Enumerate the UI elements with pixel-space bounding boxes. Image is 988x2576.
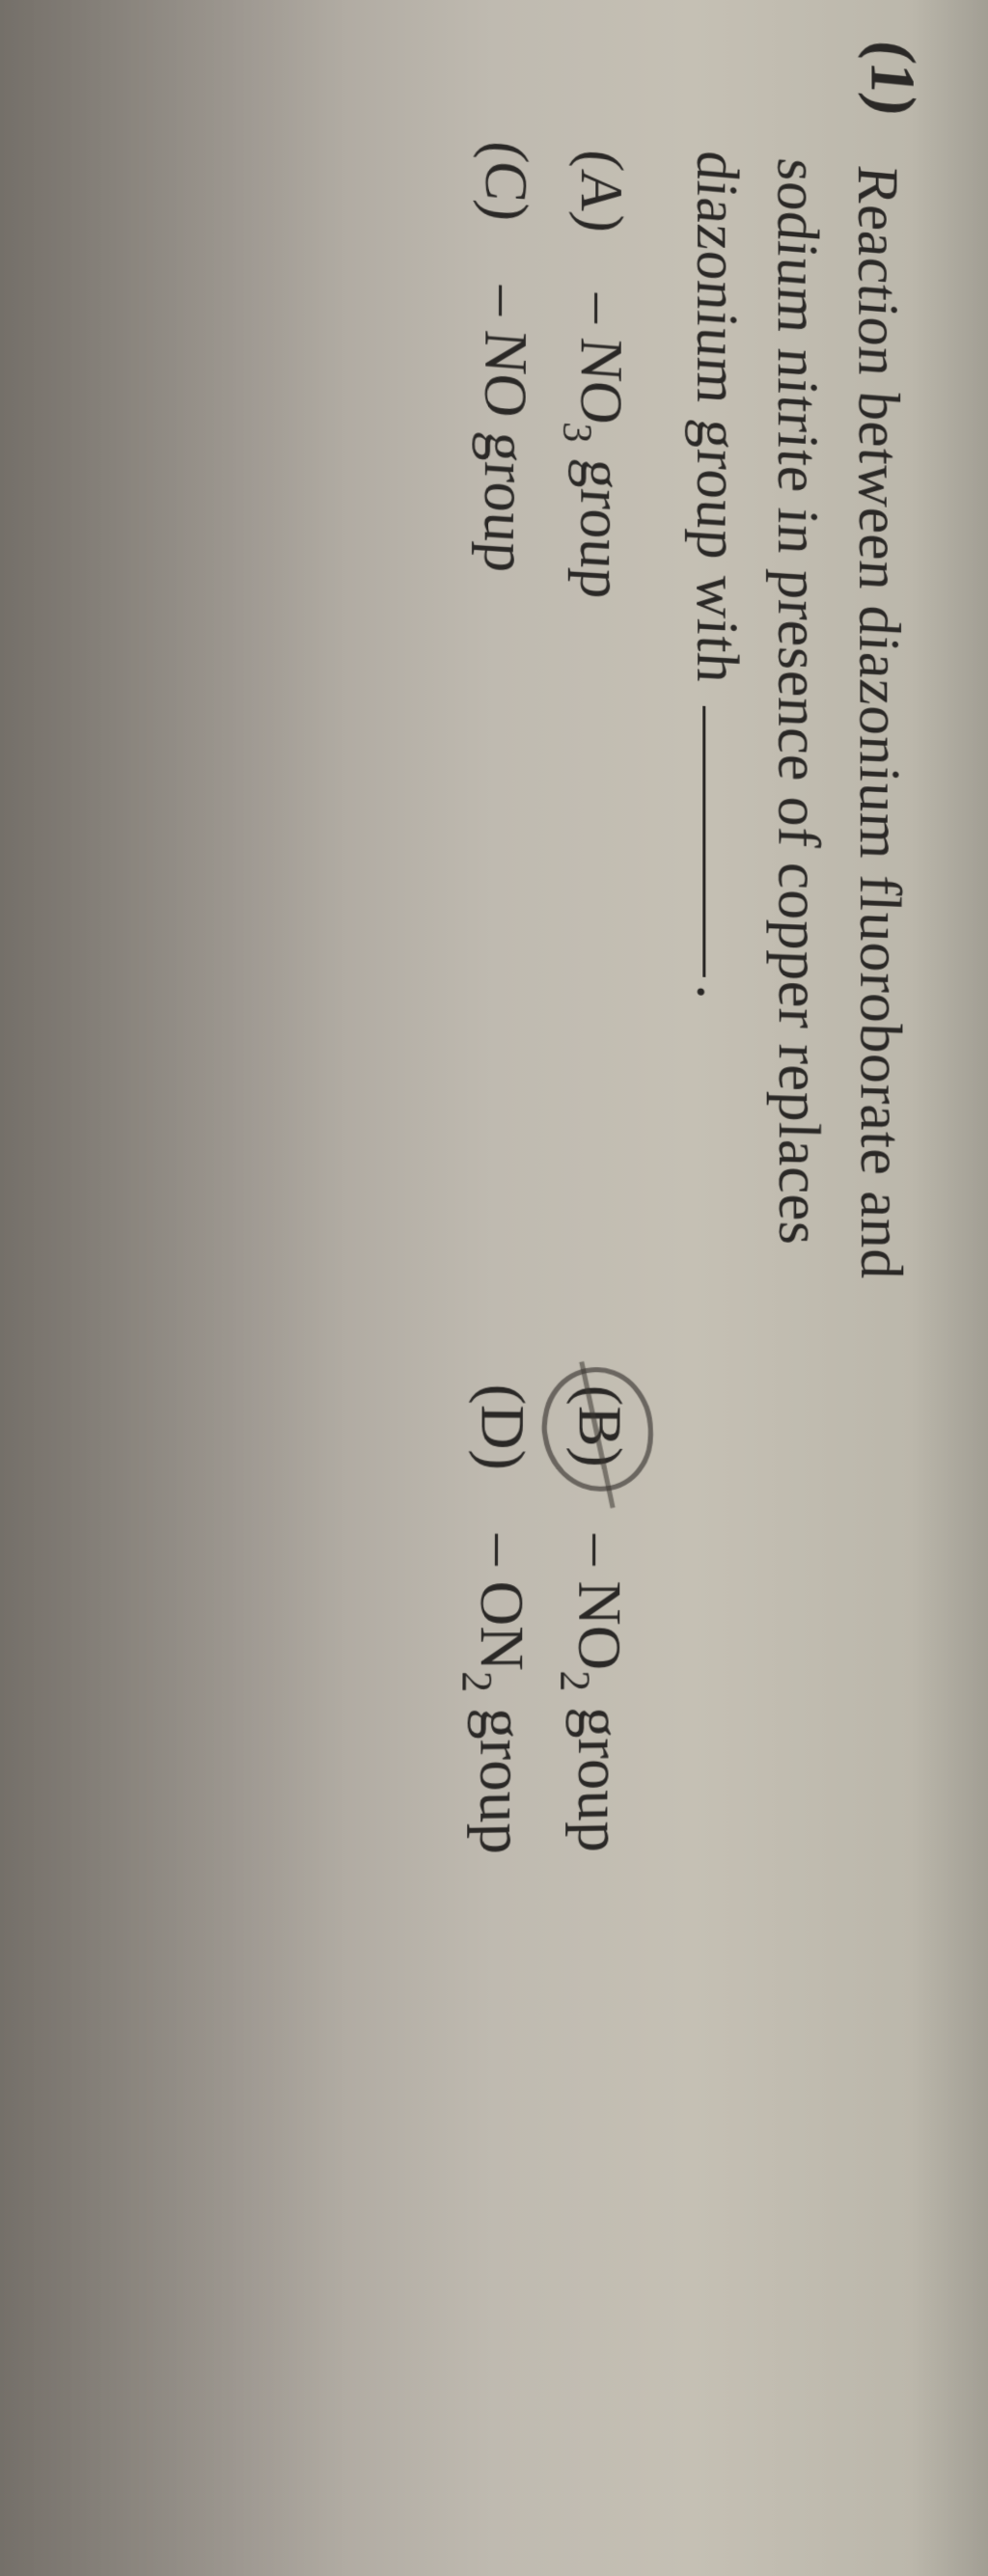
option-b-suffix: group — [564, 1691, 634, 1853]
option-b-sub: 2 — [551, 1670, 597, 1691]
option-c: (C) – NO group — [466, 139, 541, 1285]
option-d-sub: 2 — [453, 1671, 500, 1692]
option-d-label: (D) — [465, 1384, 537, 1504]
stem-line-3-prefix: diazonium group with — [683, 149, 750, 685]
option-a-sub: 3 — [554, 421, 599, 444]
option-b-label: (B) — [563, 1384, 635, 1504]
option-b-text: – NO2 group — [563, 1534, 635, 1852]
options-grid: (A) – NO3 group (B) – NO2 group (C) – NO… — [461, 139, 636, 2576]
option-a-text: – NO3 group — [565, 290, 636, 601]
stem-line-2: sodium nitrite in presence of copper rep… — [765, 155, 833, 1246]
option-c-text: – NO group — [469, 283, 541, 574]
option-a-suffix: group — [567, 442, 635, 601]
option-a: (A) – NO3 group — [563, 148, 636, 1287]
fill-blank-line — [702, 705, 705, 976]
option-b: (B) – NO2 group — [561, 1384, 635, 2570]
option-a-label: (A) — [565, 148, 636, 268]
option-d-prefix: – ON — [467, 1534, 537, 1671]
question-stem: Reaction between diazonium fluoroborate … — [674, 148, 925, 2563]
stem-line-1: Reaction between diazonium fluoroborate … — [845, 163, 914, 1280]
option-d-suffix: group — [466, 1692, 536, 1855]
question-number: (1) — [856, 38, 931, 119]
option-a-prefix: – NO — [567, 291, 635, 427]
stem-line-3-suffix: . — [683, 984, 750, 1002]
question-block: (1) Reaction between diazonium fluorobor… — [0, 0, 988, 2576]
option-b-prefix: – NO — [564, 1534, 633, 1670]
option-c-prefix: – NO group — [471, 284, 540, 575]
option-d: (D) – ON2 group — [461, 1384, 538, 2576]
option-d-text: – ON2 group — [464, 1534, 537, 1854]
option-c-label: (C) — [470, 139, 541, 260]
